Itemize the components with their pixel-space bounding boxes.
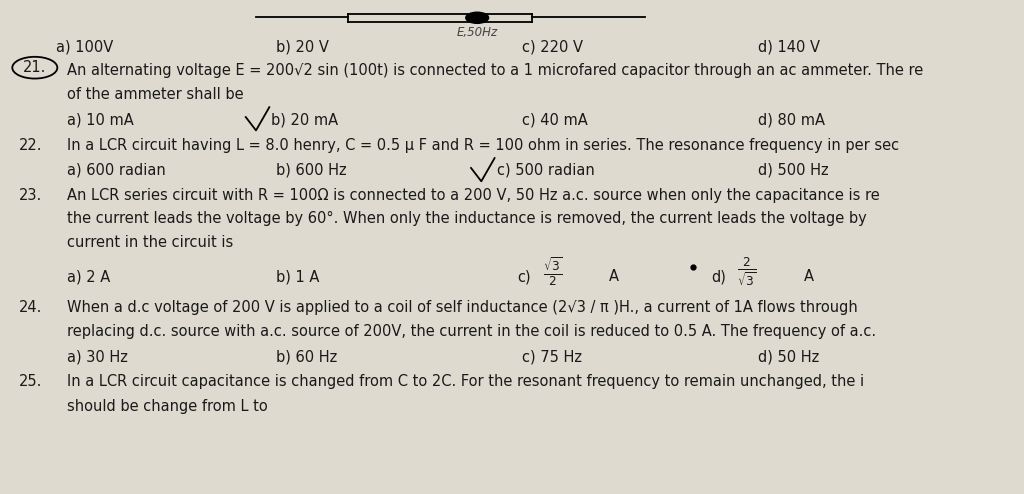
Text: should be change from L to: should be change from L to (67, 399, 267, 413)
Text: 22.: 22. (18, 138, 42, 153)
Text: In a LCR circuit having L = 8.0 henry, C = 0.5 μ F and R = 100 ohm in series. Th: In a LCR circuit having L = 8.0 henry, C… (67, 138, 899, 153)
Text: a) 600 radian: a) 600 radian (67, 163, 165, 178)
Text: $\frac{2}{\sqrt{3}}$: $\frac{2}{\sqrt{3}}$ (737, 255, 757, 288)
Text: b) 600 Hz: b) 600 Hz (276, 163, 347, 178)
Text: the current leads the voltage by 60°. When only the inductance is removed, the c: the current leads the voltage by 60°. Wh… (67, 211, 866, 226)
Text: c): c) (517, 269, 530, 284)
Text: d) 50 Hz: d) 50 Hz (758, 349, 819, 364)
Text: c) 220 V: c) 220 V (522, 40, 584, 54)
Text: An alternating voltage E = 200√2 sin (100t) is connected to a 1 microfared capac: An alternating voltage E = 200√2 sin (10… (67, 63, 923, 78)
Circle shape (466, 12, 488, 23)
Text: 21.: 21. (24, 60, 46, 75)
Text: of the ammeter shall be: of the ammeter shall be (67, 87, 243, 102)
Text: b) 20 mA: b) 20 mA (271, 112, 339, 127)
Text: b) 20 V: b) 20 V (276, 40, 330, 54)
Text: c) 500 radian: c) 500 radian (497, 163, 594, 178)
Text: a) 10 mA: a) 10 mA (67, 112, 133, 127)
Text: A: A (609, 269, 620, 284)
Text: b) 60 Hz: b) 60 Hz (276, 349, 338, 364)
Text: a) 30 Hz: a) 30 Hz (67, 349, 127, 364)
Text: d) 500 Hz: d) 500 Hz (758, 163, 828, 178)
Text: c) 40 mA: c) 40 mA (522, 112, 588, 127)
Text: When a d.c voltage of 200 V is applied to a coil of self inductance (2√3 / π )H.: When a d.c voltage of 200 V is applied t… (67, 300, 857, 315)
Text: d) 140 V: d) 140 V (758, 40, 820, 54)
Text: b) 1 A: b) 1 A (276, 269, 319, 284)
Text: 24.: 24. (18, 300, 42, 315)
Text: c) 75 Hz: c) 75 Hz (522, 349, 583, 364)
Text: d): d) (712, 269, 727, 284)
Text: In a LCR circuit capacitance is changed from C to 2C. For the resonant frequency: In a LCR circuit capacitance is changed … (67, 374, 863, 389)
Text: An LCR series circuit with R = 100Ω is connected to a 200 V, 50 Hz a.c. source w: An LCR series circuit with R = 100Ω is c… (67, 188, 880, 203)
Text: a) 100V: a) 100V (56, 40, 114, 54)
Text: d) 80 mA: d) 80 mA (758, 112, 824, 127)
Text: A: A (804, 269, 814, 284)
Text: replacing d.c. source with a.c. source of 200V, the current in the coil is reduc: replacing d.c. source with a.c. source o… (67, 325, 876, 339)
Text: current in the circuit is: current in the circuit is (67, 235, 232, 249)
Text: 25.: 25. (18, 374, 42, 389)
Text: a) 2 A: a) 2 A (67, 269, 110, 284)
Text: 23.: 23. (18, 188, 42, 203)
Text: $\frac{\sqrt{3}}{2}$: $\frac{\sqrt{3}}{2}$ (543, 255, 562, 288)
Text: E,50Hz: E,50Hz (457, 26, 498, 39)
